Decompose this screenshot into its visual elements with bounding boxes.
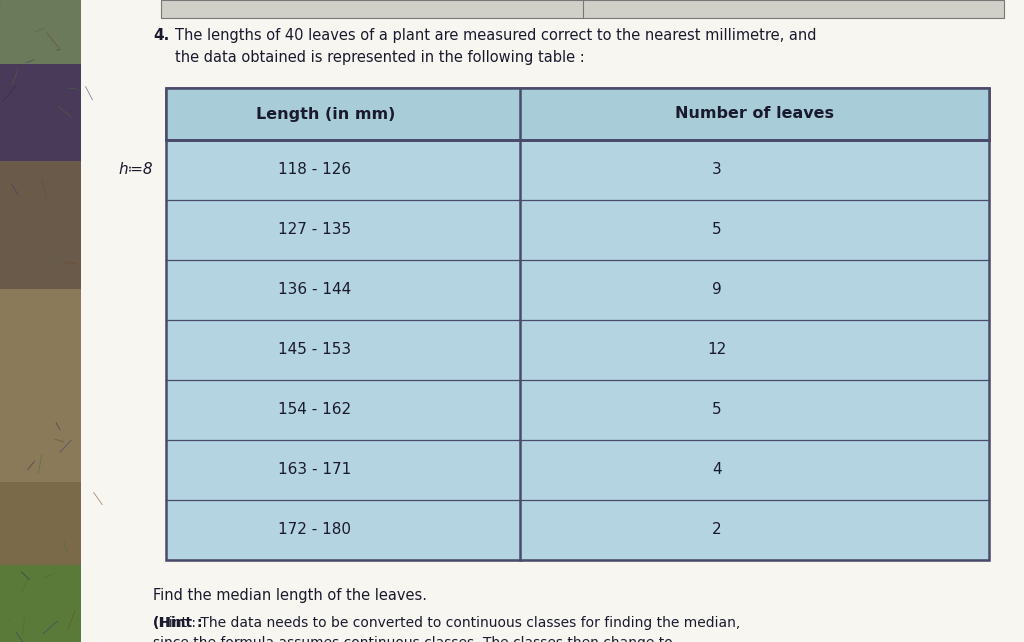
Text: 3: 3 xyxy=(712,162,722,177)
Text: Find the median length of the leaves.: Find the median length of the leaves. xyxy=(154,588,427,603)
Text: Length (in mm): Length (in mm) xyxy=(256,107,395,121)
Text: 9: 9 xyxy=(712,282,722,297)
Text: 5: 5 xyxy=(713,223,722,238)
Bar xyxy=(162,0,1004,18)
Bar xyxy=(0,160,103,289)
Text: 154 - 162: 154 - 162 xyxy=(279,403,351,417)
Bar xyxy=(0,482,103,565)
Text: 172 - 180: 172 - 180 xyxy=(279,523,351,537)
Bar xyxy=(0,0,103,64)
Bar xyxy=(0,289,103,482)
Text: 4: 4 xyxy=(713,462,722,478)
Text: 163 - 171: 163 - 171 xyxy=(279,462,351,478)
Text: 136 - 144: 136 - 144 xyxy=(279,282,351,297)
Text: 118 - 126: 118 - 126 xyxy=(279,162,351,177)
Text: Number of leaves: Number of leaves xyxy=(675,107,835,121)
Text: 4.: 4. xyxy=(154,28,170,43)
Text: 145 - 153: 145 - 153 xyxy=(279,342,351,358)
Text: 127 - 135: 127 - 135 xyxy=(279,223,351,238)
Text: The lengths of 40 leaves of a plant are measured correct to the nearest millimet: The lengths of 40 leaves of a plant are … xyxy=(175,28,817,43)
Text: since the formula assumes continuous classes. The classes then change to: since the formula assumes continuous cla… xyxy=(154,636,673,642)
Bar xyxy=(0,565,103,642)
Text: (Hint :: (Hint : xyxy=(154,616,203,630)
Text: 5: 5 xyxy=(713,403,722,417)
Text: 12: 12 xyxy=(708,342,727,358)
Bar xyxy=(166,88,989,560)
Bar xyxy=(0,64,103,160)
Text: the data obtained is represented in the following table :: the data obtained is represented in the … xyxy=(175,50,585,65)
Text: 2: 2 xyxy=(713,523,722,537)
Text: (Hint : The data needs to be converted to continuous classes for finding the med: (Hint : The data needs to be converted t… xyxy=(154,616,740,630)
Bar xyxy=(166,88,989,140)
Text: h≔8: h≔8 xyxy=(119,162,153,177)
